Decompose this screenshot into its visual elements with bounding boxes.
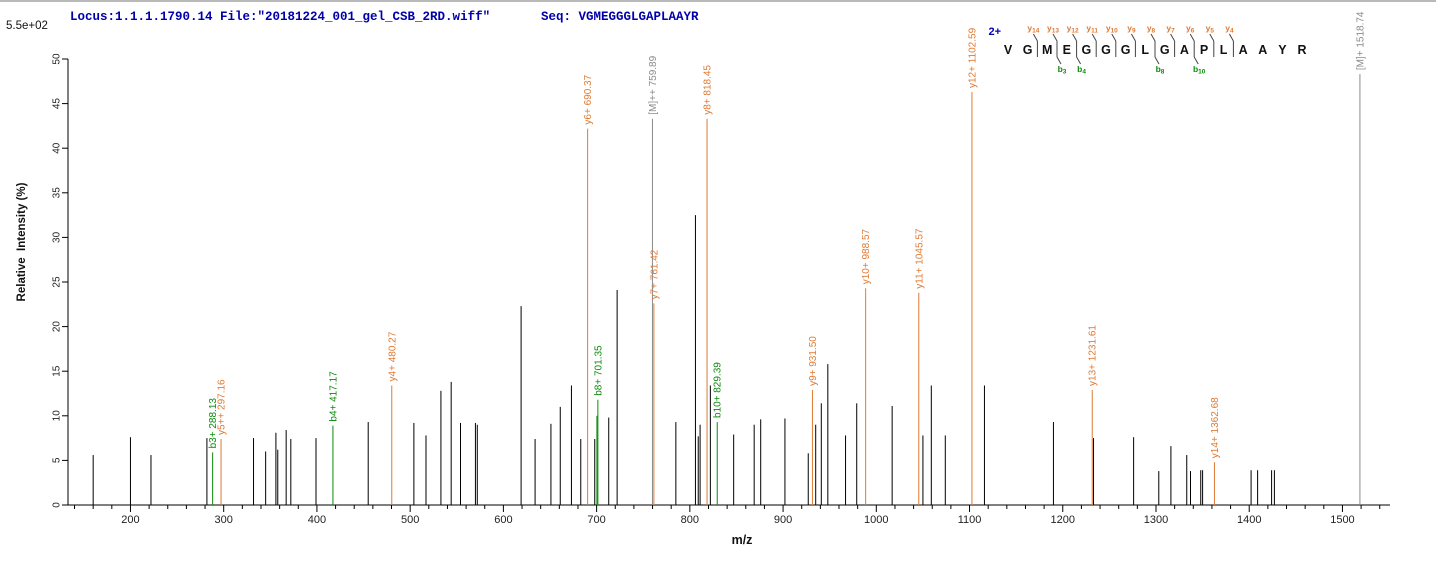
y-ion-label: y8 <box>1147 23 1156 35</box>
y-ion-label: y4 <box>1225 23 1234 35</box>
b-ion-label: b10 <box>1193 64 1206 76</box>
y-tick-label: 50 <box>52 53 63 65</box>
sequence-residue: V <box>1004 43 1013 57</box>
fragment-mark <box>1154 56 1160 65</box>
x-tick-label: 300 <box>215 514 233 526</box>
fragment-mark <box>1189 33 1195 42</box>
y-ion-label: y12 <box>1067 23 1079 35</box>
peak-label: b10+ 829.39 <box>713 362 724 418</box>
x-tick-label: 700 <box>587 514 605 526</box>
fragment-mark <box>1032 33 1038 42</box>
sequence-residue: P <box>1200 43 1208 57</box>
y-ion-label: y11 <box>1086 23 1098 35</box>
intensity-scale-label: 5.5e+02 <box>6 20 48 32</box>
b-ion-label: b3 <box>1058 64 1067 76</box>
fragment-mark <box>1193 56 1199 65</box>
sequence-residue: M <box>1042 43 1052 57</box>
peak-label: y14+ 1362.68 <box>1210 397 1221 458</box>
sequence-label: Seq: VGMEGGGLGAPLAAYR <box>541 10 699 24</box>
fragment-mark <box>1209 33 1215 42</box>
sequence-residue: L <box>1220 43 1228 57</box>
fragment-mark <box>1091 33 1097 42</box>
y-ion-label: y13 <box>1047 23 1059 35</box>
fragment-mark <box>1150 33 1156 42</box>
peak-label: [M]++ 759.89 <box>648 55 659 114</box>
sequence-residue: G <box>1160 43 1170 57</box>
b-ion-label: b4 <box>1077 64 1086 76</box>
y-tick-label: 15 <box>52 365 63 377</box>
sequence-residue: A <box>1258 43 1267 57</box>
fragment-mark <box>1056 56 1062 65</box>
sequence-residue: G <box>1023 43 1033 57</box>
peak-label: y13+ 1231.61 <box>1088 325 1099 386</box>
y-ion-label: y7 <box>1166 23 1175 35</box>
sequence-residue: A <box>1239 43 1248 57</box>
peak-label: y5++ 297.16 <box>217 379 228 435</box>
peak-label: y4+ 480.27 <box>387 331 398 381</box>
y-tick-label: 10 <box>52 410 63 422</box>
fragment-mark <box>1130 33 1136 42</box>
y-tick-label: 45 <box>52 98 63 110</box>
y-tick-label: 5 <box>52 457 63 463</box>
sequence-residue: L <box>1141 43 1149 57</box>
y-axis-title: Relative Intensity (%) <box>16 182 28 302</box>
peak-label: y12+ 1102.59 <box>967 27 978 88</box>
fragment-mark <box>1076 56 1082 65</box>
x-tick-label: 800 <box>681 514 699 526</box>
y-tick-label: 30 <box>52 231 63 243</box>
fragment-mark <box>1052 33 1058 42</box>
y-tick-label: 25 <box>52 276 63 288</box>
x-tick-label: 1100 <box>958 514 982 526</box>
sequence-residue: G <box>1121 43 1131 57</box>
x-tick-label: 900 <box>774 514 792 526</box>
y-tick-label: 40 <box>52 142 63 154</box>
y-ion-label: y10 <box>1106 23 1118 35</box>
sequence-residue: G <box>1082 43 1092 57</box>
peak-label: y6+ 690.37 <box>583 74 594 124</box>
x-tick-label: 500 <box>401 514 419 526</box>
locus-file-label: Locus:1.1.1.1790.14 File:"20181224_001_g… <box>70 10 491 24</box>
peak-label: y10+ 988.57 <box>861 228 872 284</box>
sequence-residue: Y <box>1278 43 1287 57</box>
fragment-mark <box>1228 33 1234 42</box>
y-tick-label: 0 <box>52 502 63 508</box>
y-ion-label: y6 <box>1186 23 1195 35</box>
peak-label: b8+ 701.35 <box>593 345 604 396</box>
x-tick-label: 1300 <box>1144 514 1168 526</box>
y-ion-label: y5 <box>1206 23 1215 35</box>
x-tick-label: 1500 <box>1330 514 1354 526</box>
x-tick-label: 400 <box>308 514 326 526</box>
peak-label: b4+ 417.17 <box>328 371 339 422</box>
y-ion-label: y14 <box>1027 23 1039 35</box>
peak-label: y8+ 818.45 <box>703 65 714 115</box>
peak-label: y7+ 761.42 <box>649 249 660 299</box>
fragment-mark <box>1111 33 1117 42</box>
peak-label: b3+ 288.13 <box>208 398 219 449</box>
sequence-residue: A <box>1180 43 1189 57</box>
y-tick-label: 20 <box>52 321 63 333</box>
fragment-mark <box>1072 33 1078 42</box>
x-tick-label: 200 <box>121 514 139 526</box>
sequence-residue: G <box>1101 43 1111 57</box>
spectrum-header: Locus:1.1.1.1790.14 File:"20181224_001_g… <box>0 10 1436 28</box>
b-ion-label: b8 <box>1156 64 1165 76</box>
fragment-mark <box>1170 33 1176 42</box>
y-ion-label: y9 <box>1127 23 1136 35</box>
y-tick-label: 35 <box>52 187 63 199</box>
x-tick-label: 600 <box>494 514 512 526</box>
peak-label: y9+ 931.50 <box>808 336 819 386</box>
sequence-residue: E <box>1063 43 1071 57</box>
charge-state-label: 2+ <box>988 26 1001 38</box>
x-tick-label: 1200 <box>1051 514 1075 526</box>
peak-label: y11+ 1045.57 <box>914 228 925 289</box>
sequence-residue: R <box>1297 43 1306 57</box>
x-tick-label: 1000 <box>864 514 888 526</box>
x-axis-title: m/z <box>731 533 753 547</box>
x-tick-label: 1400 <box>1237 514 1261 526</box>
peak-label: [M]+ 1518.74 <box>1355 11 1366 70</box>
